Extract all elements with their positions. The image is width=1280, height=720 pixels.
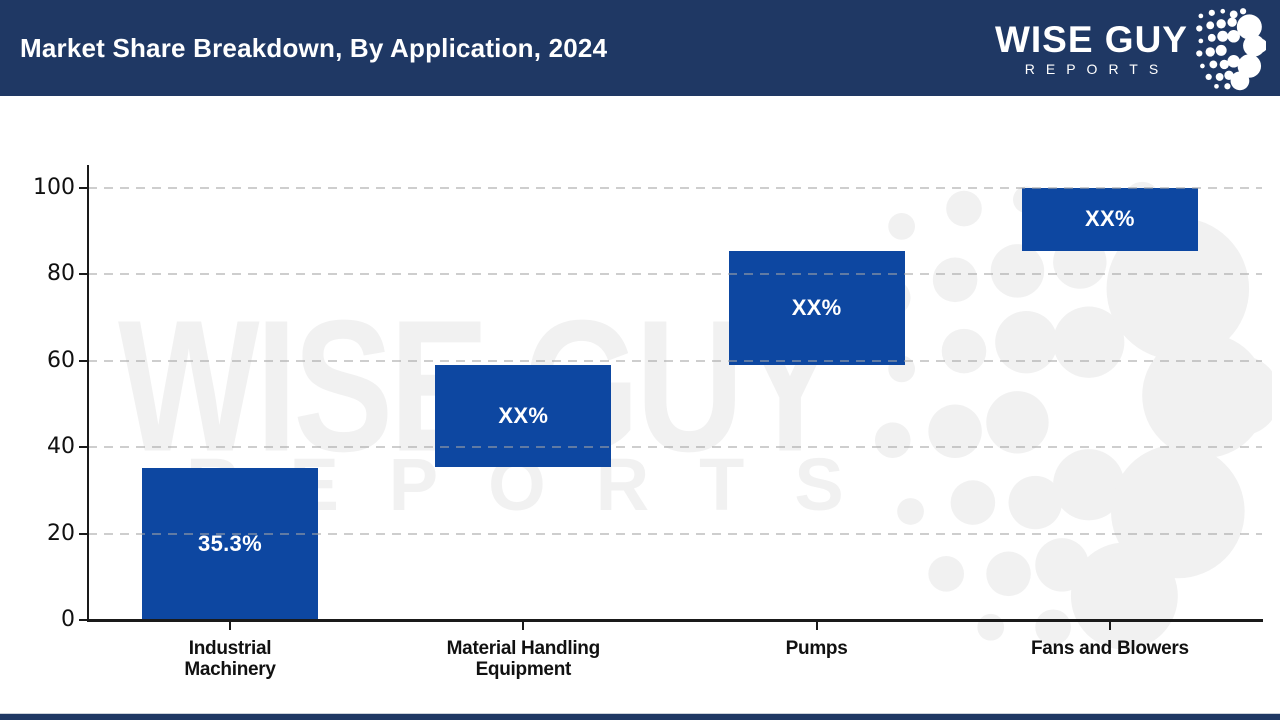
x-category-label-line: Machinery: [184, 659, 276, 680]
y-tick-mark: [79, 273, 87, 276]
y-tick-label: 80: [47, 261, 75, 287]
x-axis-line: [87, 619, 1263, 622]
bar-value-label: 35.3%: [198, 530, 262, 556]
bar-value-label: XX%: [1084, 206, 1135, 232]
x-category-label-line: Industrial: [188, 638, 272, 659]
x-category-label: Material Handling Equipment: [383, 638, 663, 680]
brand-logo-text: WISE GUY REPORTS: [995, 21, 1188, 76]
logo-tagline: REPORTS: [1024, 60, 1170, 77]
x-tick-mark: [522, 622, 525, 630]
plot-area: WISE GUY REPORTS 0 20 40 60 80 100 35.3% XX% XX%…: [0, 96, 1280, 713]
y-tick-mark: [79, 446, 87, 449]
x-tick-mark: [815, 622, 818, 630]
x-category-label: Industrial Machinery: [90, 638, 370, 680]
y-axis-line: [87, 165, 89, 622]
x-category-label: Pumps: [677, 638, 957, 659]
header: Market Share Breakdown, By Application, …: [0, 0, 1280, 96]
y-tick-label: 0: [61, 607, 75, 632]
bar: XX%: [1021, 188, 1198, 251]
logo-head-icon: [1196, 8, 1266, 91]
x-category-label-line: Fans and Blowers: [1030, 638, 1189, 659]
logo-wordmark: WISE GUY: [994, 18, 1188, 60]
footer-divider: [0, 713, 1280, 714]
y-tick-label: 40: [47, 434, 75, 460]
bar: 35.3%: [142, 467, 318, 620]
y-tick-label: 100: [33, 175, 75, 200]
bar-value-label: XX%: [498, 403, 549, 429]
y-tick-mark: [79, 532, 87, 535]
bar-value-label: XX%: [791, 294, 842, 320]
y-tick-mark: [79, 619, 87, 621]
footer-bar: [0, 714, 1280, 720]
x-category-label-line: Equipment: [475, 659, 572, 680]
x-tick-mark: [229, 622, 231, 630]
y-tick-label: 60: [47, 347, 75, 373]
y-tick-mark: [79, 187, 87, 189]
bar: XX%: [728, 250, 905, 366]
x-category-label-line: Pumps: [785, 638, 848, 659]
x-category-label: Fans and Blowers: [970, 638, 1250, 659]
y-tick-mark: [79, 359, 87, 362]
y-tick-label: 20: [47, 520, 75, 546]
x-category-label-line: Material Handling: [446, 638, 601, 659]
brand-logo: WISE GUY REPORTS: [995, 5, 1266, 91]
bar: XX%: [435, 365, 612, 468]
chart-title: Market Share Breakdown, By Application, …: [20, 32, 608, 63]
x-tick-mark: [1108, 622, 1111, 630]
